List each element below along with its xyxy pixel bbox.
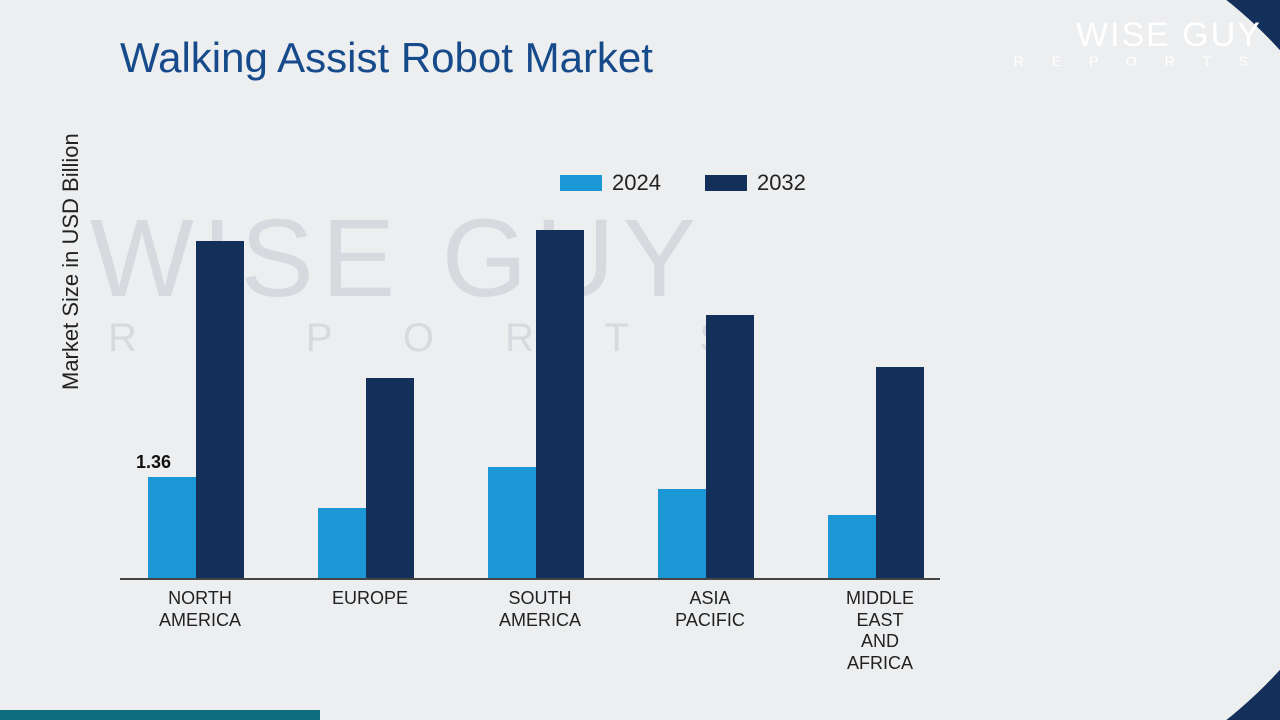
bar-2024 — [318, 508, 366, 578]
bar-2032 — [876, 367, 924, 578]
stage: WISE GUY R E P O R T S WISE GUY R E P O … — [0, 0, 1280, 720]
legend-item-2024: 2024 — [560, 170, 661, 196]
bar-2024 — [658, 489, 706, 578]
legend-label-2024: 2024 — [612, 170, 661, 196]
bar-2024 — [148, 477, 196, 578]
y-axis-label: Market Size in USD Billion — [58, 133, 84, 390]
x-axis-label: EUROPE — [300, 580, 440, 610]
bottom-accent-stripe — [0, 710, 320, 720]
chart-area: 1.36NORTHAMERICAEUROPESOUTHAMERICAASIAPA… — [120, 210, 940, 580]
x-axis-label: MIDDLEEASTANDAFRICA — [810, 580, 950, 674]
legend-label-2032: 2032 — [757, 170, 806, 196]
x-axis-label: NORTHAMERICA — [130, 580, 270, 631]
right-brand-panel: WISE GUY R E P O R T S — [965, 0, 1280, 720]
bar-2032 — [706, 315, 754, 578]
legend-swatch-2032 — [705, 175, 747, 191]
brand-line2: R E P O R T S — [1014, 54, 1260, 68]
legend: 2024 2032 — [560, 170, 806, 196]
bar-2032 — [366, 378, 414, 578]
bar-value-label: 1.36 — [136, 452, 171, 473]
chart-title: Walking Assist Robot Market — [120, 34, 653, 82]
x-axis-label: ASIAPACIFIC — [640, 580, 780, 631]
legend-swatch-2024 — [560, 175, 602, 191]
bar-2032 — [536, 230, 584, 578]
bar-2024 — [828, 515, 876, 578]
x-axis-label: SOUTHAMERICA — [470, 580, 610, 631]
bar-2024 — [488, 467, 536, 578]
brand-line1: WISE GUY — [1014, 18, 1262, 52]
legend-item-2032: 2032 — [705, 170, 806, 196]
bar-2032 — [196, 241, 244, 578]
brand-logo: WISE GUY R E P O R T S — [1014, 18, 1262, 68]
